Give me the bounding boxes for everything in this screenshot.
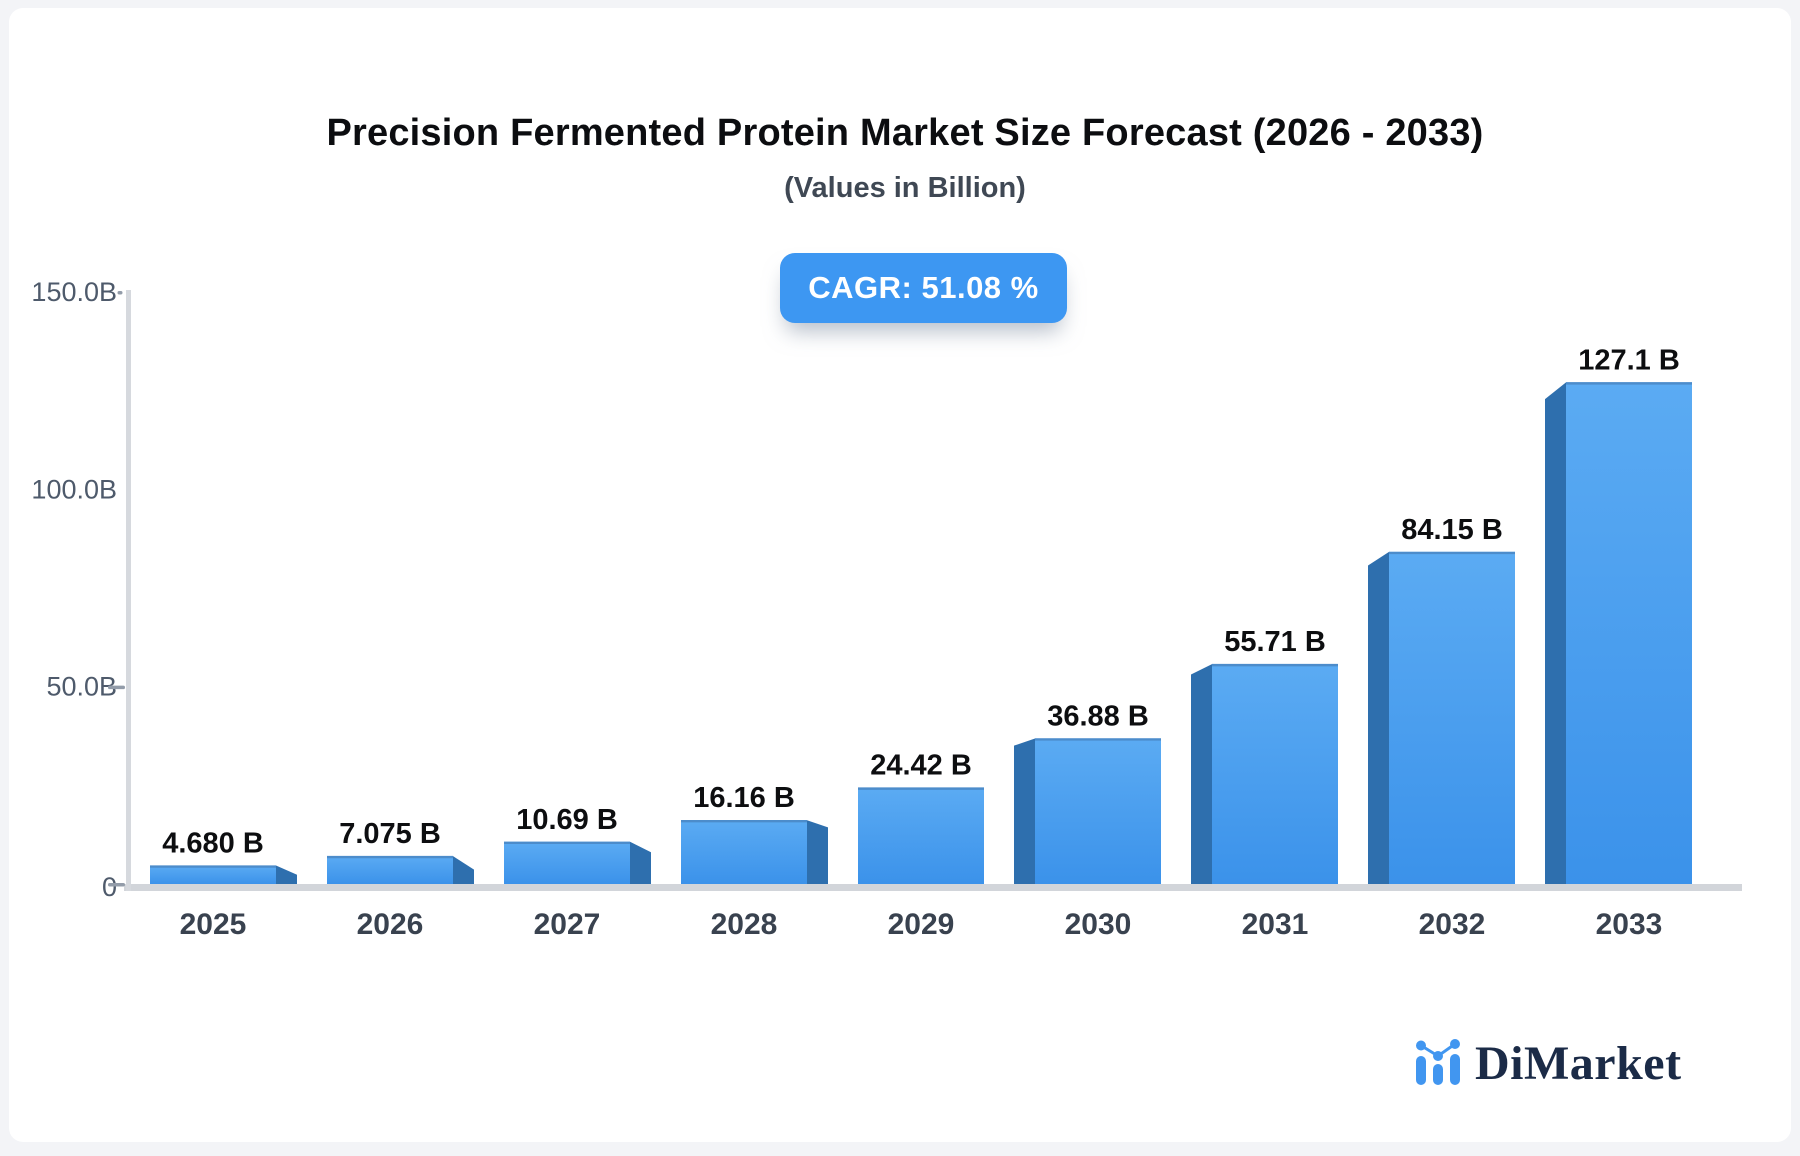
bar-side-face-2027 bbox=[630, 841, 651, 884]
x-tick-label: 2029 bbox=[888, 908, 955, 941]
y-tick-label: 50.0B bbox=[46, 672, 117, 702]
brand-name: DiMarket bbox=[1475, 1036, 1682, 1090]
cagr-badge: CAGR: 51.08 % bbox=[780, 253, 1067, 323]
bar-value-label: 10.69 B bbox=[516, 804, 618, 836]
bar-side-face-2030 bbox=[1014, 738, 1035, 884]
bar-side-face-2033 bbox=[1545, 382, 1566, 884]
bar-2028 bbox=[681, 820, 807, 884]
bar-value-label: 4.680 B bbox=[162, 828, 264, 860]
x-tick-label: 2030 bbox=[1065, 908, 1132, 941]
brand-watermark: DiMarket bbox=[1414, 1030, 1682, 1096]
x-tick-label: 2028 bbox=[711, 908, 778, 941]
y-tick-mark bbox=[117, 291, 123, 295]
bar-2032 bbox=[1389, 551, 1515, 884]
bar-value-label: 55.71 B bbox=[1224, 626, 1326, 658]
y-tick-label: 150.0B bbox=[31, 277, 117, 307]
bar-chart-logo-icon bbox=[1416, 1039, 1460, 1085]
bar-value-label: 84.15 B bbox=[1401, 514, 1503, 546]
x-tick-label: 2025 bbox=[180, 908, 247, 941]
y-axis-line bbox=[126, 290, 131, 891]
x-tick-label: 2032 bbox=[1419, 908, 1486, 941]
x-tick-label: 2033 bbox=[1596, 908, 1663, 941]
bar-2029 bbox=[858, 787, 984, 884]
bar-2031 bbox=[1212, 664, 1338, 884]
bar-side-face-2031 bbox=[1191, 664, 1212, 884]
bar-2025 bbox=[150, 865, 276, 884]
x-axis-baseline bbox=[124, 884, 1742, 891]
y-tick-label: 100.0B bbox=[31, 474, 117, 504]
y-tick-mark bbox=[108, 685, 125, 690]
x-tick-label: 2031 bbox=[1242, 908, 1309, 941]
bar-2026 bbox=[327, 856, 453, 884]
bar-side-face-2028 bbox=[807, 820, 828, 884]
bar-value-label: 127.1 B bbox=[1578, 344, 1680, 376]
x-tick-label: 2026 bbox=[357, 908, 424, 941]
bar-value-label: 7.075 B bbox=[339, 818, 441, 850]
bar-side-face-2032 bbox=[1368, 551, 1389, 884]
x-tick-label: 2027 bbox=[534, 908, 601, 941]
y-tick-mark bbox=[108, 883, 125, 887]
bar-2027 bbox=[504, 841, 630, 884]
bar-side-face-2025 bbox=[276, 865, 297, 884]
bar-2030 bbox=[1035, 738, 1161, 884]
bar-2033 bbox=[1566, 382, 1692, 884]
bar-side-face-2026 bbox=[453, 856, 474, 884]
bar-value-label: 24.42 B bbox=[870, 750, 972, 782]
y-tick-label: 0 bbox=[102, 872, 117, 902]
chart-subtitle: (Values in Billion) bbox=[784, 172, 1026, 204]
bar-value-label: 36.88 B bbox=[1047, 700, 1149, 732]
bar-value-label: 16.16 B bbox=[693, 782, 795, 814]
chart-title: Precision Fermented Protein Market Size … bbox=[326, 112, 1484, 154]
